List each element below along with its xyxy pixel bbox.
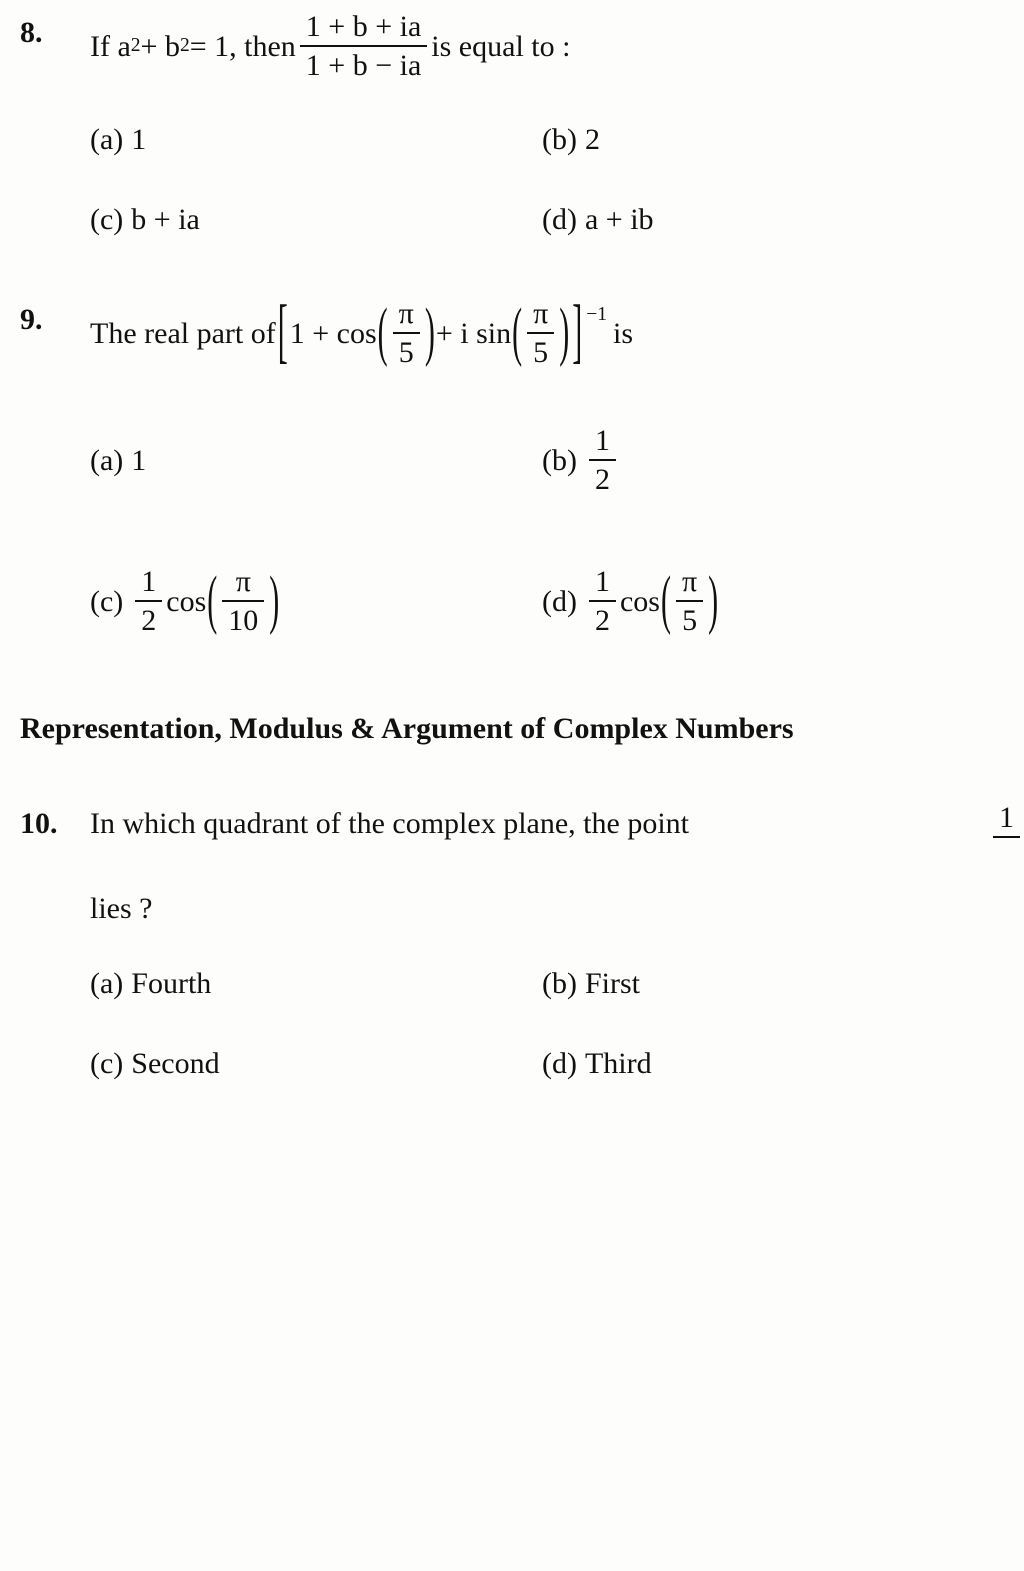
question-10: 10. In which quadrant of the complex pla…	[20, 801, 994, 1086]
q9-option-a-label: (a)	[90, 438, 123, 483]
q9-frac1-den: 5	[393, 334, 420, 369]
q9-opt-c-frac-den: 10	[222, 602, 264, 637]
q8-option-a-text: 1	[131, 117, 146, 162]
q10-line2: lies ?	[90, 892, 152, 925]
q9-expr-part1: 1 + cos ( π 5 )	[290, 297, 436, 369]
q9-paren-r2: )	[559, 313, 569, 353]
q10-option-a[interactable]: (a) Fourth	[90, 961, 542, 1006]
q9-frac-2: π 5	[527, 297, 554, 369]
q8-fraction-num: 1 + b + ia	[300, 10, 428, 47]
q9-option-d-label: (d)	[542, 579, 577, 624]
q10-option-b-text: First	[585, 961, 640, 1006]
q9-option-b-frac: 1 2	[589, 424, 616, 496]
q9-text-post: is	[613, 311, 633, 356]
q9-isin: + i sin	[436, 311, 511, 356]
q8-option-d-label: (d)	[542, 197, 577, 242]
q10-option-a-label: (a)	[90, 961, 123, 1006]
q9-left-bracket: [	[278, 311, 288, 354]
q8-option-d-text: a + ib	[585, 197, 654, 242]
q9-option-a-text: 1	[131, 438, 146, 483]
q9-paren-l2: (	[512, 313, 522, 353]
q9-option-c[interactable]: (c) 1 2 cos ( π 10 )	[90, 556, 542, 646]
q9-exponent: −1	[586, 300, 607, 329]
q9-frac2-den: 5	[527, 334, 554, 369]
q9-frac-1: π 5	[393, 297, 420, 369]
q10-option-c-label: (c)	[90, 1041, 123, 1086]
q9-opt-c-half: 1 2	[135, 565, 162, 637]
q8-option-a[interactable]: (a) 1	[90, 117, 542, 162]
q9-opt-c-frac: π 10	[222, 565, 264, 637]
q8-option-b-label: (b)	[542, 117, 577, 162]
q9-frac2-num: π	[527, 297, 554, 334]
q9-option-b-label: (b)	[542, 438, 577, 483]
q10-cutoff-fraction: 1	[993, 801, 1020, 873]
q10-cutoff-den	[993, 838, 1020, 873]
q10-option-b[interactable]: (b) First	[542, 961, 994, 1006]
question-10-number: 10.	[20, 801, 90, 846]
question-9-number: 9.	[20, 297, 90, 342]
q10-option-d[interactable]: (d) Third	[542, 1041, 994, 1086]
q10-cutoff-num: 1	[993, 801, 1020, 838]
q8-text-pre: If a	[90, 24, 131, 69]
q9-option-a[interactable]: (a) 1	[90, 424, 542, 496]
q9-opt-b-den: 2	[589, 461, 616, 496]
question-10-body: In which quadrant of the complex plane, …	[90, 801, 994, 931]
question-8: 8. If a2 + b2 = 1, then 1 + b + ia 1 + b…	[20, 10, 994, 242]
q9-opt-d-frac-den: 5	[676, 602, 703, 637]
question-8-body: If a2 + b2 = 1, then 1 + b + ia 1 + b − …	[90, 10, 994, 82]
q8-text-eq: = 1, then	[190, 24, 296, 69]
question-9-body: The real part of [ 1 + cos ( π 5 ) + i s…	[90, 297, 994, 369]
q8-fraction: 1 + b + ia 1 + b − ia	[300, 10, 428, 82]
q9-paren-r1: )	[425, 313, 435, 353]
q8-option-c-text: b + ia	[131, 197, 200, 242]
q10-option-a-text: Fourth	[131, 961, 211, 1006]
q9-paren-l1: (	[378, 313, 388, 353]
q9-opt-b-num: 1	[589, 424, 616, 461]
q9-text-pre: The real part of	[90, 311, 276, 356]
q9-opt-d-pr: )	[708, 581, 718, 621]
q9-opt-c-half-den: 2	[135, 602, 162, 637]
q10-option-c-text: Second	[131, 1041, 219, 1086]
q9-opt-d-frac-num: π	[676, 565, 703, 602]
q9-opt-c-frac-num: π	[222, 565, 264, 602]
q8-text-plus: + b	[141, 24, 180, 69]
q9-opt-d-pl: (	[661, 581, 671, 621]
page: 8. If a2 + b2 = 1, then 1 + b + ia 1 + b…	[0, 0, 1024, 1571]
q10-option-b-label: (b)	[542, 961, 577, 1006]
q8-fraction-den: 1 + b − ia	[300, 47, 428, 82]
question-10-options: (a) Fourth (b) First (c) Second (d) Thir…	[90, 961, 994, 1086]
q9-opt-d-half-den: 2	[589, 602, 616, 637]
q9-opt-c-half-num: 1	[135, 565, 162, 602]
q9-opt-d-half-num: 1	[589, 565, 616, 602]
q9-expr-part2: + i sin ( π 5 )	[436, 297, 570, 369]
q9-opt-c-pr: )	[269, 581, 279, 621]
q8-option-a-label: (a)	[90, 117, 123, 162]
question-9-options: (a) 1 (b) 1 2 (c) 1 2 cos ( π	[90, 424, 994, 646]
q9-opt-d-frac: π 5	[676, 565, 703, 637]
q8-text-post: is equal to :	[431, 24, 570, 69]
q8-option-c[interactable]: (c) b + ia	[90, 197, 542, 242]
q9-frac1-num: π	[393, 297, 420, 334]
question-8-options: (a) 1 (b) 2 (c) b + ia (d) a + ib	[90, 117, 994, 242]
question-9: 9. The real part of [ 1 + cos ( π 5 ) + …	[20, 297, 994, 646]
question-8-number: 8.	[20, 10, 90, 55]
q9-option-d[interactable]: (d) 1 2 cos ( π 5 )	[542, 556, 994, 646]
q8-option-b-text: 2	[585, 117, 600, 162]
section-heading: Representation, Modulus & Argument of Co…	[20, 706, 994, 751]
q9-option-b[interactable]: (b) 1 2	[542, 424, 994, 496]
q10-option-c[interactable]: (c) Second	[90, 1041, 542, 1086]
q10-line1: In which quadrant of the complex plane, …	[90, 807, 689, 840]
q10-option-d-text: Third	[585, 1041, 652, 1086]
q10-option-d-label: (d)	[542, 1041, 577, 1086]
q9-right-bracket: ]	[572, 311, 582, 354]
q9-opt-d-cos: cos	[620, 579, 660, 624]
q9-cos: 1 + cos	[290, 311, 377, 356]
q8-option-c-label: (c)	[90, 197, 123, 242]
q8-option-d[interactable]: (d) a + ib	[542, 197, 994, 242]
q9-opt-d-half: 1 2	[589, 565, 616, 637]
q9-option-c-label: (c)	[90, 579, 123, 624]
q8-option-b[interactable]: (b) 2	[542, 117, 994, 162]
q9-opt-c-pl: (	[207, 581, 217, 621]
q9-opt-c-cos: cos	[166, 579, 206, 624]
